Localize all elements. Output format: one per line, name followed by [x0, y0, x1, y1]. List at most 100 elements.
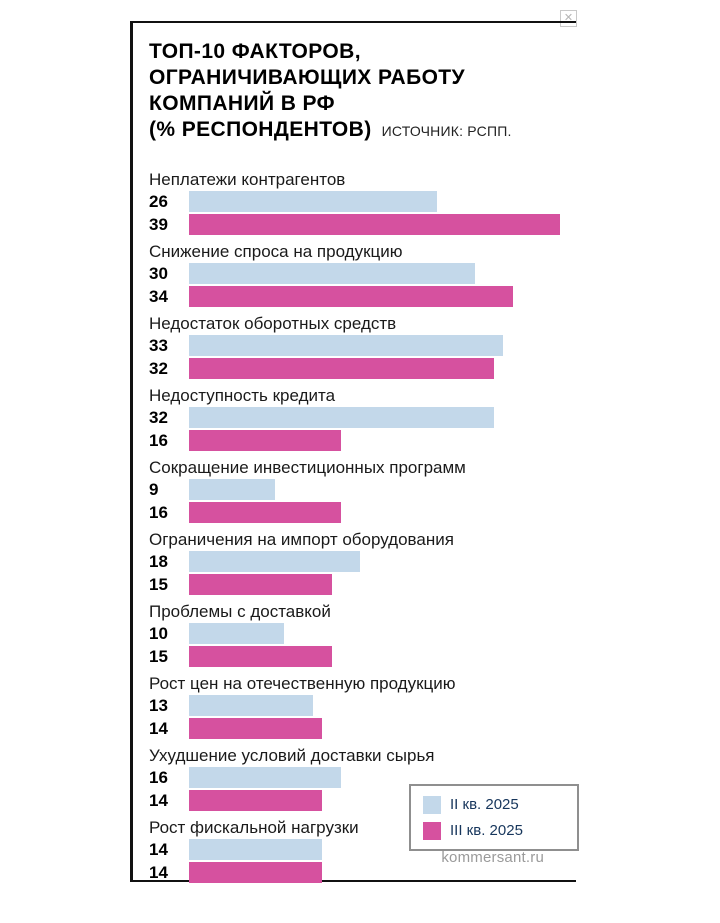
- bar-track: [189, 646, 570, 667]
- bar-value-label: 15: [149, 575, 168, 594]
- bar: [189, 191, 437, 212]
- bar-row: 16: [149, 430, 570, 451]
- bar: [189, 214, 561, 235]
- chart-title: ТОП-10 ФАКТОРОВ, ОГРАНИЧИВАЮЩИХ РАБОТУ К…: [149, 39, 570, 143]
- chart-category-group: Проблемы с доставкой 10 15: [149, 601, 570, 667]
- bar-row: 14: [149, 839, 570, 860]
- chart-category-group: Ограничения на импорт оборудования 18 15: [149, 529, 570, 595]
- infographic-frame: ТОП-10 ФАКТОРОВ, ОГРАНИЧИВАЮЩИХ РАБОТУ К…: [130, 21, 579, 883]
- bar-row: 33: [149, 335, 570, 356]
- close-icon[interactable]: ✕: [560, 10, 577, 27]
- source-label: ИСТОЧНИК: РСПП.: [381, 123, 512, 139]
- bar-value-label: 14: [149, 791, 168, 810]
- bar-value-label: 16: [149, 503, 168, 522]
- bar-track: [189, 358, 570, 379]
- category-label: Сокращение инвестиционных программ: [149, 458, 466, 477]
- bar-track: [189, 479, 570, 500]
- category-label: Рост цен на отечественную продукцию: [149, 674, 456, 693]
- category-label: Ухудшение условий доставки сырья: [149, 746, 435, 765]
- bar-track: [189, 718, 570, 739]
- bar-row: 14: [149, 862, 570, 883]
- legend-item-q3: III кв. 2025: [423, 820, 565, 841]
- chart-category-group: Сокращение инвестиционных программ 9 16: [149, 457, 570, 523]
- bar: [189, 335, 504, 356]
- bar: [189, 623, 285, 644]
- bar-value-label: 14: [149, 863, 168, 882]
- bar-track: [189, 191, 570, 212]
- bar-value-label: 32: [149, 408, 168, 427]
- bar: [189, 695, 313, 716]
- bar: [189, 551, 361, 572]
- category-label: Неплатежи контрагентов: [149, 170, 346, 189]
- chart-legend: II кв. 2025 III кв. 2025: [409, 784, 579, 851]
- category-label: Рост фискальной нагрузки: [149, 818, 359, 837]
- bar-value-label: 10: [149, 624, 168, 643]
- legend-label-q2: II кв. 2025: [450, 796, 519, 813]
- bar-track: [189, 263, 570, 284]
- bar-track: [189, 286, 570, 307]
- bar: [189, 479, 275, 500]
- category-label: Проблемы с доставкой: [149, 602, 331, 621]
- bar: [189, 718, 323, 739]
- bar: [189, 767, 342, 788]
- title-line-2: ОГРАНИЧИВАЮЩИХ РАБОТУ: [149, 66, 465, 89]
- category-label: Недоступность кредита: [149, 386, 336, 405]
- category-label: Снижение спроса на продукцию: [149, 242, 403, 261]
- bar-chart: Неплатежи контрагентов 26 39 Снижение спрос…: [149, 169, 570, 883]
- bar-track: [189, 767, 570, 788]
- bar-track: [189, 695, 570, 716]
- bar-track: [189, 502, 570, 523]
- bar-track: [189, 839, 570, 860]
- bar-row: 13: [149, 695, 570, 716]
- bar-track: [189, 214, 570, 235]
- bar-value-label: 26: [149, 192, 168, 211]
- bar-value-label: 16: [149, 431, 168, 450]
- chart-category-group: Снижение спроса на продукцию 30 34: [149, 241, 570, 307]
- bar-value-label: 13: [149, 696, 168, 715]
- bar: [189, 574, 332, 595]
- chart-category-group: Рост фискальной нагрузки 14 14: [149, 817, 570, 883]
- bar-row: 16: [149, 767, 570, 788]
- bar-row: 34: [149, 286, 570, 307]
- bar-value-label: 34: [149, 287, 168, 306]
- bar-track: [189, 574, 570, 595]
- title-line-4: (% РЕСПОНДЕНТОВ): [149, 118, 372, 141]
- bar: [189, 430, 342, 451]
- bar-track: [189, 862, 570, 883]
- bar: [189, 286, 513, 307]
- legend-swatch-pink: [423, 821, 441, 840]
- bar: [189, 263, 475, 284]
- chart-category-group: Недоступность кредита 32 16: [149, 385, 570, 451]
- bar-row: 14: [149, 718, 570, 739]
- chart-category-group: Рост цен на отечественную продукцию 13 14: [149, 673, 570, 739]
- bar-row: 30: [149, 263, 570, 284]
- bar-row: 10: [149, 623, 570, 644]
- legend-item-q2: II кв. 2025: [423, 794, 565, 815]
- bar: [189, 358, 494, 379]
- bar-track: [189, 407, 570, 428]
- bar-track: [189, 551, 570, 572]
- bar: [189, 407, 494, 428]
- bar-row: 15: [149, 646, 570, 667]
- bar: [189, 862, 323, 883]
- title-line-3: КОМПАНИЙ В РФ: [149, 92, 335, 115]
- bar-value-label: 18: [149, 552, 168, 571]
- category-label: Недостаток оборотных средств: [149, 314, 397, 333]
- chart-category-group: Неплатежи контрагентов 26 39: [149, 169, 570, 235]
- bar-value-label: 15: [149, 647, 168, 666]
- bar-value-label: 33: [149, 336, 168, 355]
- bar-row: 26: [149, 191, 570, 212]
- site-attribution: kommersant.ru: [441, 849, 544, 866]
- bar: [189, 502, 342, 523]
- legend-label-q3: III кв. 2025: [450, 822, 523, 839]
- bar-row: 15: [149, 574, 570, 595]
- bar-row: 32: [149, 358, 570, 379]
- bar-value-label: 14: [149, 719, 168, 738]
- bar-track: [189, 790, 570, 811]
- chart-category-group: Ухудшение условий доставки сырья 16 14: [149, 745, 570, 811]
- bar-row: 14: [149, 790, 570, 811]
- bar-value-label: 9: [149, 480, 159, 499]
- bar-value-label: 32: [149, 359, 168, 378]
- bar: [189, 646, 332, 667]
- bar-row: 18: [149, 551, 570, 572]
